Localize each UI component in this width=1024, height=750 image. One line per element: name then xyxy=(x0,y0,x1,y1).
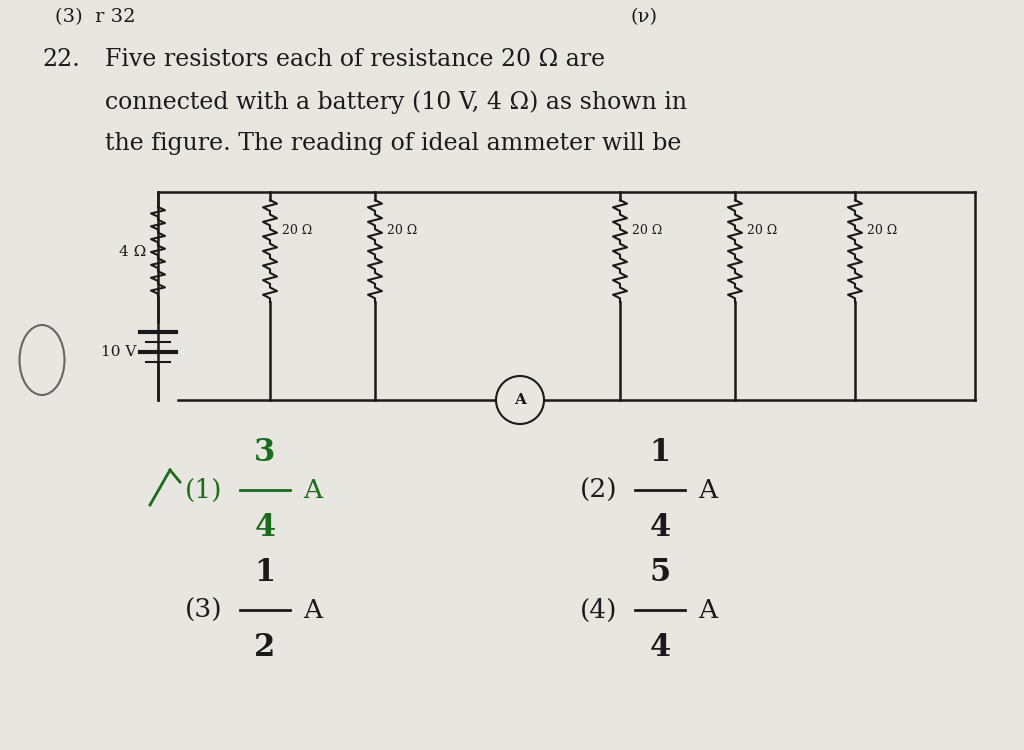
Text: 20 Ω: 20 Ω xyxy=(282,224,312,236)
Text: A: A xyxy=(303,598,323,622)
Text: 4: 4 xyxy=(254,512,275,543)
Text: (4): (4) xyxy=(580,598,617,622)
Text: 4 Ω: 4 Ω xyxy=(119,245,146,259)
Text: 1: 1 xyxy=(649,437,671,468)
Text: 1: 1 xyxy=(254,557,275,588)
Text: 10 V: 10 V xyxy=(100,345,136,359)
Text: 3: 3 xyxy=(254,437,275,468)
Text: A: A xyxy=(514,393,526,407)
Circle shape xyxy=(496,376,544,424)
Text: 20 Ω: 20 Ω xyxy=(387,224,417,236)
Text: (ν): (ν) xyxy=(630,8,657,26)
Text: 5: 5 xyxy=(649,557,671,588)
Text: A: A xyxy=(303,478,323,502)
Text: (3)  r 32: (3) r 32 xyxy=(55,8,135,26)
Text: the figure. The reading of ideal ammeter will be: the figure. The reading of ideal ammeter… xyxy=(105,132,681,155)
Text: (3): (3) xyxy=(185,598,222,622)
Text: connected with a battery (10 V, 4 Ω) as shown in: connected with a battery (10 V, 4 Ω) as … xyxy=(105,90,687,113)
Text: 4: 4 xyxy=(649,512,671,543)
Text: Five resistors each of resistance 20 Ω are: Five resistors each of resistance 20 Ω a… xyxy=(105,48,605,71)
Text: 20 Ω: 20 Ω xyxy=(632,224,663,236)
Text: 20 Ω: 20 Ω xyxy=(867,224,897,236)
Text: (2): (2) xyxy=(580,478,617,502)
Text: 22.: 22. xyxy=(42,48,80,71)
Text: 2: 2 xyxy=(254,632,275,663)
Text: (1): (1) xyxy=(185,478,222,502)
Text: 20 Ω: 20 Ω xyxy=(746,224,777,236)
Text: 4: 4 xyxy=(649,632,671,663)
Text: A: A xyxy=(698,598,717,622)
Text: A: A xyxy=(698,478,717,502)
